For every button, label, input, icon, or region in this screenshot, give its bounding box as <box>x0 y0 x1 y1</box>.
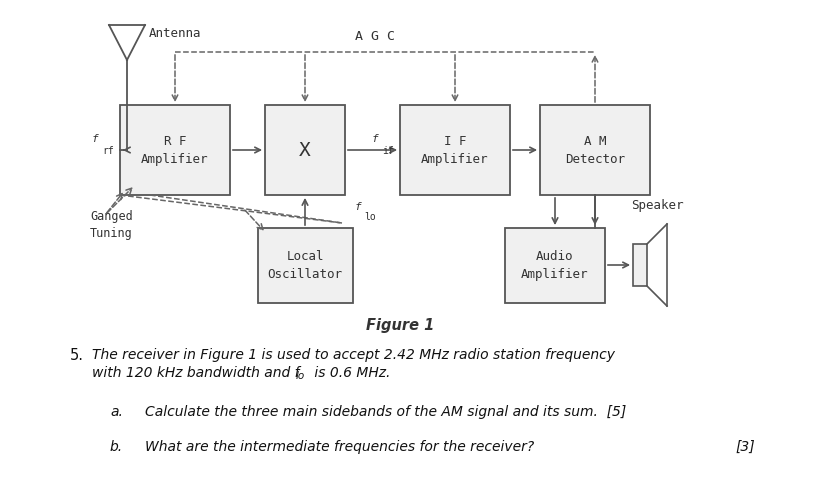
Text: lo: lo <box>296 371 305 381</box>
Bar <box>505 228 605 302</box>
Text: Audio
Amplifier: Audio Amplifier <box>521 249 589 280</box>
Bar <box>540 105 650 195</box>
Bar <box>633 244 647 286</box>
Text: rf: rf <box>102 146 114 156</box>
Bar <box>257 228 352 302</box>
Text: f: f <box>372 134 379 144</box>
Text: I F
Amplifier: I F Amplifier <box>422 134 488 165</box>
Text: Local
Oscillator: Local Oscillator <box>267 249 342 280</box>
Text: R F
Amplifier: R F Amplifier <box>141 134 209 165</box>
Text: What are the intermediate frequencies for the receiver?: What are the intermediate frequencies fo… <box>145 440 535 454</box>
Text: f: f <box>355 202 361 212</box>
Text: X: X <box>299 140 311 159</box>
Text: Calculate the three main sidebands of the AM signal and its sum.  [5]: Calculate the three main sidebands of th… <box>145 405 626 419</box>
Bar <box>400 105 510 195</box>
Text: lo: lo <box>364 212 375 222</box>
Bar <box>120 105 230 195</box>
Text: b.: b. <box>110 440 123 454</box>
Text: Antenna: Antenna <box>149 27 201 40</box>
Text: f: f <box>92 134 99 144</box>
Text: is 0.6 MHz.: is 0.6 MHz. <box>310 366 390 380</box>
Text: [3]: [3] <box>735 440 755 454</box>
Text: a.: a. <box>110 405 123 419</box>
Text: Speaker: Speaker <box>631 199 683 212</box>
Text: with 120 kHz bandwidth and f: with 120 kHz bandwidth and f <box>92 366 299 380</box>
Text: Ganged
Tuning: Ganged Tuning <box>90 210 133 240</box>
Text: if: if <box>382 146 394 156</box>
Text: Figure 1: Figure 1 <box>365 318 434 333</box>
Text: The receiver in Figure 1 is used to accept 2.42 MHz radio station frequency: The receiver in Figure 1 is used to acce… <box>92 348 615 362</box>
Text: 5.: 5. <box>70 348 84 363</box>
Bar <box>265 105 345 195</box>
Text: A M
Detector: A M Detector <box>565 134 625 165</box>
Text: A G C: A G C <box>355 30 395 43</box>
